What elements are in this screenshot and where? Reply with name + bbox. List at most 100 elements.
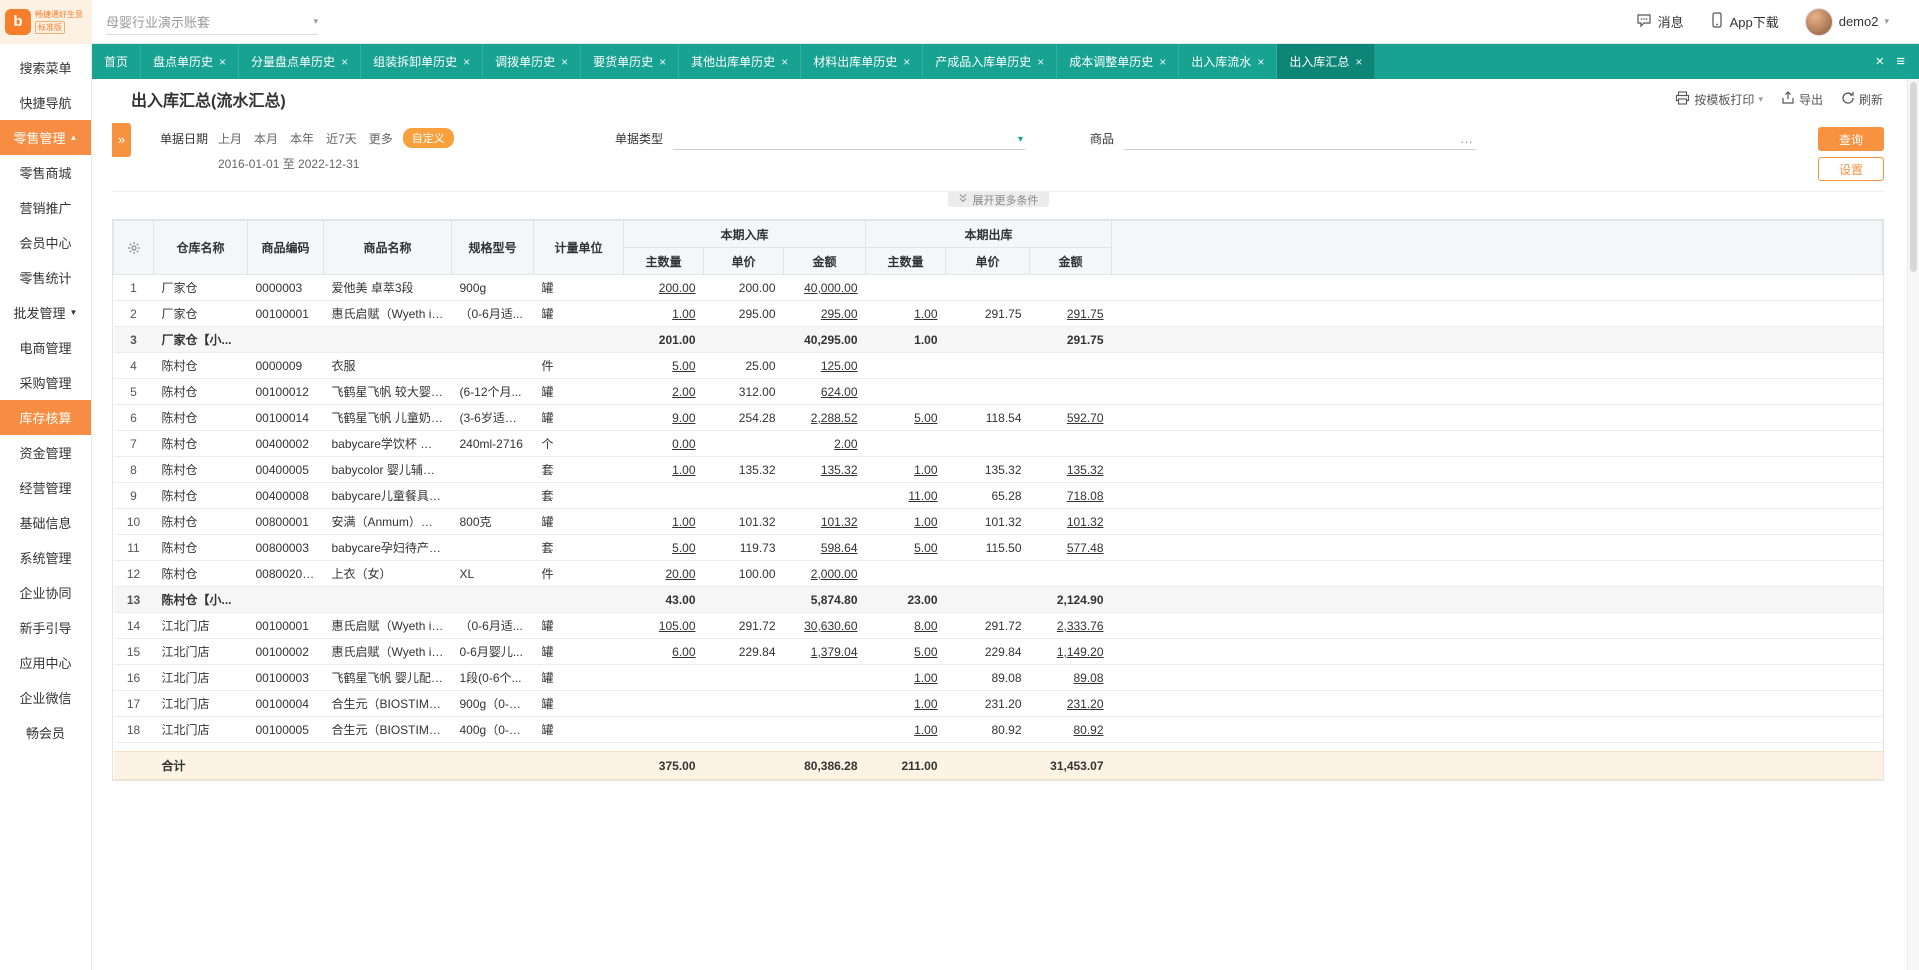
drill-down-link[interactable]: 101.32 — [820, 514, 858, 529]
sidebar-item[interactable]: 库存核算 — [0, 400, 91, 435]
date-option[interactable]: 上月 — [218, 131, 243, 146]
tab[interactable]: 材料出库单历史 × — [801, 44, 924, 79]
drill-down-link[interactable]: 624.00 — [820, 384, 858, 399]
close-icon[interactable]: × — [1355, 54, 1363, 69]
drill-down-link[interactable]: 1.00 — [914, 670, 938, 685]
drill-down-link[interactable]: 125.00 — [820, 358, 858, 373]
doc-type-select[interactable]: ▾ — [673, 130, 1026, 150]
drill-down-link[interactable]: 1.00 — [914, 306, 938, 321]
scrollbar-thumb[interactable] — [1910, 82, 1917, 272]
drill-down-link[interactable]: 1,379.04 — [810, 644, 858, 659]
drill-down-link[interactable]: 200.00 — [658, 280, 696, 295]
date-range-value[interactable]: 2016-01-01 至 2022-12-31 — [218, 157, 360, 171]
drill-down-link[interactable]: 1.00 — [672, 514, 696, 529]
tab[interactable]: 出入库流水 × — [1179, 44, 1278, 79]
close-icon[interactable]: × — [659, 54, 667, 69]
drill-down-link[interactable]: 1.00 — [914, 722, 938, 737]
close-tabs-button[interactable]: × — [1875, 53, 1885, 70]
close-icon[interactable]: × — [781, 54, 789, 69]
user-menu[interactable]: demo2 ▾ — [1804, 7, 1889, 36]
sidebar-item[interactable]: 采购管理 — [0, 365, 91, 400]
sidebar-item[interactable]: 新手引导 — [0, 610, 91, 645]
drill-down-link[interactable]: 5.00 — [672, 540, 696, 555]
sidebar-item[interactable]: 零售管理 ▲ — [0, 120, 91, 155]
product-input[interactable]: … — [1124, 130, 1477, 150]
close-icon[interactable]: × — [561, 54, 569, 69]
drill-down-link[interactable]: 8.00 — [914, 618, 938, 633]
drill-down-link[interactable]: 2.00 — [672, 384, 696, 399]
date-option[interactable]: 近7天 — [326, 131, 357, 146]
drill-down-link[interactable]: 2,000.00 — [810, 566, 858, 581]
date-option[interactable]: 本月 — [254, 131, 279, 146]
tab[interactable]: 产成品入库单历史 × — [923, 44, 1058, 79]
drill-down-link[interactable]: 135.32 — [1066, 462, 1104, 477]
close-icon[interactable]: × — [1037, 54, 1045, 69]
drill-down-link[interactable]: 1.00 — [672, 462, 696, 477]
drill-down-link[interactable]: 5.00 — [914, 410, 938, 425]
drill-down-link[interactable]: 295.00 — [820, 306, 858, 321]
tab[interactable]: 组装拆卸单历史 × — [361, 44, 484, 79]
drill-down-link[interactable]: 1.00 — [914, 462, 938, 477]
drill-down-link[interactable]: 1.00 — [672, 306, 696, 321]
tab[interactable]: 盘点单历史 × — [141, 44, 240, 79]
custom-range-badge[interactable]: 自定义 — [402, 128, 454, 148]
tab[interactable]: 其他出库单历史 × — [679, 44, 802, 79]
settings-button[interactable]: 设置 — [1818, 157, 1884, 181]
sidebar-item[interactable]: 零售统计 — [0, 260, 91, 295]
account-selector[interactable]: 母婴行业演示账套 ▾ — [106, 9, 318, 35]
drill-down-link[interactable]: 30,630.60 — [804, 618, 858, 633]
close-icon[interactable]: × — [341, 54, 349, 69]
drill-down-link[interactable]: 105.00 — [658, 618, 696, 633]
sidebar-item[interactable]: 批发管理 ▼ — [0, 295, 91, 330]
drill-down-link[interactable]: 598.64 — [820, 540, 858, 555]
close-icon[interactable]: × — [1159, 54, 1167, 69]
drill-down-link[interactable]: 2,288.52 — [810, 410, 858, 425]
gear-icon[interactable] — [127, 241, 141, 255]
sidebar-item[interactable]: 企业协同 — [0, 575, 91, 610]
sidebar-item[interactable]: 系统管理 — [0, 540, 91, 575]
drill-down-link[interactable]: 5.00 — [914, 644, 938, 659]
sidebar-item[interactable]: 经营管理 — [0, 470, 91, 505]
print-by-template-button[interactable]: 按模板打印 ▾ — [1675, 90, 1763, 108]
export-button[interactable]: 导出 — [1781, 90, 1823, 108]
search-button[interactable]: 查询 — [1818, 127, 1884, 151]
sidebar-item[interactable]: 快捷导航 — [0, 85, 91, 120]
sidebar-item[interactable]: 畅会员 — [0, 715, 91, 750]
tab[interactable]: 成本调整单历史 × — [1057, 44, 1180, 79]
close-icon[interactable]: × — [1257, 54, 1265, 69]
sidebar-item[interactable]: 营销推广 — [0, 190, 91, 225]
sidebar-item[interactable]: 企业微信 — [0, 680, 91, 715]
date-option[interactable]: 本年 — [290, 131, 315, 146]
tab[interactable]: 调拨单历史 × — [483, 44, 582, 79]
drill-down-link[interactable]: 1.00 — [914, 514, 938, 529]
close-icon[interactable]: × — [219, 54, 227, 69]
drill-down-link[interactable]: 20.00 — [665, 566, 696, 581]
drill-down-link[interactable]: 577.48 — [1066, 540, 1104, 555]
expand-more-button[interactable]: 展开更多条件 — [947, 192, 1049, 207]
drill-down-link[interactable]: 5.00 — [914, 540, 938, 555]
refresh-button[interactable]: 刷新 — [1841, 91, 1883, 108]
sidebar-item[interactable]: 资金管理 — [0, 435, 91, 470]
sidebar-item[interactable]: 零售商城 — [0, 155, 91, 190]
drill-down-link[interactable]: 135.32 — [820, 462, 858, 477]
close-icon[interactable]: × — [463, 54, 471, 69]
drill-down-link[interactable]: 11.00 — [908, 488, 938, 503]
app-logo[interactable]: b 畅捷通好生意 标准版 — [0, 0, 92, 44]
tab[interactable]: 分量盘点单历史 × — [239, 44, 362, 79]
drill-down-link[interactable]: 1.00 — [914, 696, 938, 711]
sidebar-item[interactable]: 会员中心 — [0, 225, 91, 260]
drill-down-link[interactable]: 2,333.76 — [1056, 618, 1104, 633]
app-download-button[interactable]: App下载 — [1710, 12, 1779, 31]
drill-down-link[interactable]: 89.08 — [1073, 670, 1104, 685]
drill-down-link[interactable]: 2.00 — [834, 436, 858, 451]
sidebar-item[interactable]: 电商管理 — [0, 330, 91, 365]
drill-down-link[interactable]: 9.00 — [672, 410, 696, 425]
sidebar-item[interactable]: 搜索菜单 — [0, 50, 91, 85]
close-icon[interactable]: × — [903, 54, 911, 69]
sidebar-item[interactable]: 基础信息 — [0, 505, 91, 540]
drill-down-link[interactable]: 592.70 — [1066, 410, 1104, 425]
drill-down-link[interactable]: 80.92 — [1073, 722, 1104, 737]
drill-down-link[interactable]: 6.00 — [672, 644, 696, 659]
drill-down-link[interactable]: 101.32 — [1066, 514, 1104, 529]
messages-button[interactable]: 消息 — [1636, 12, 1684, 31]
